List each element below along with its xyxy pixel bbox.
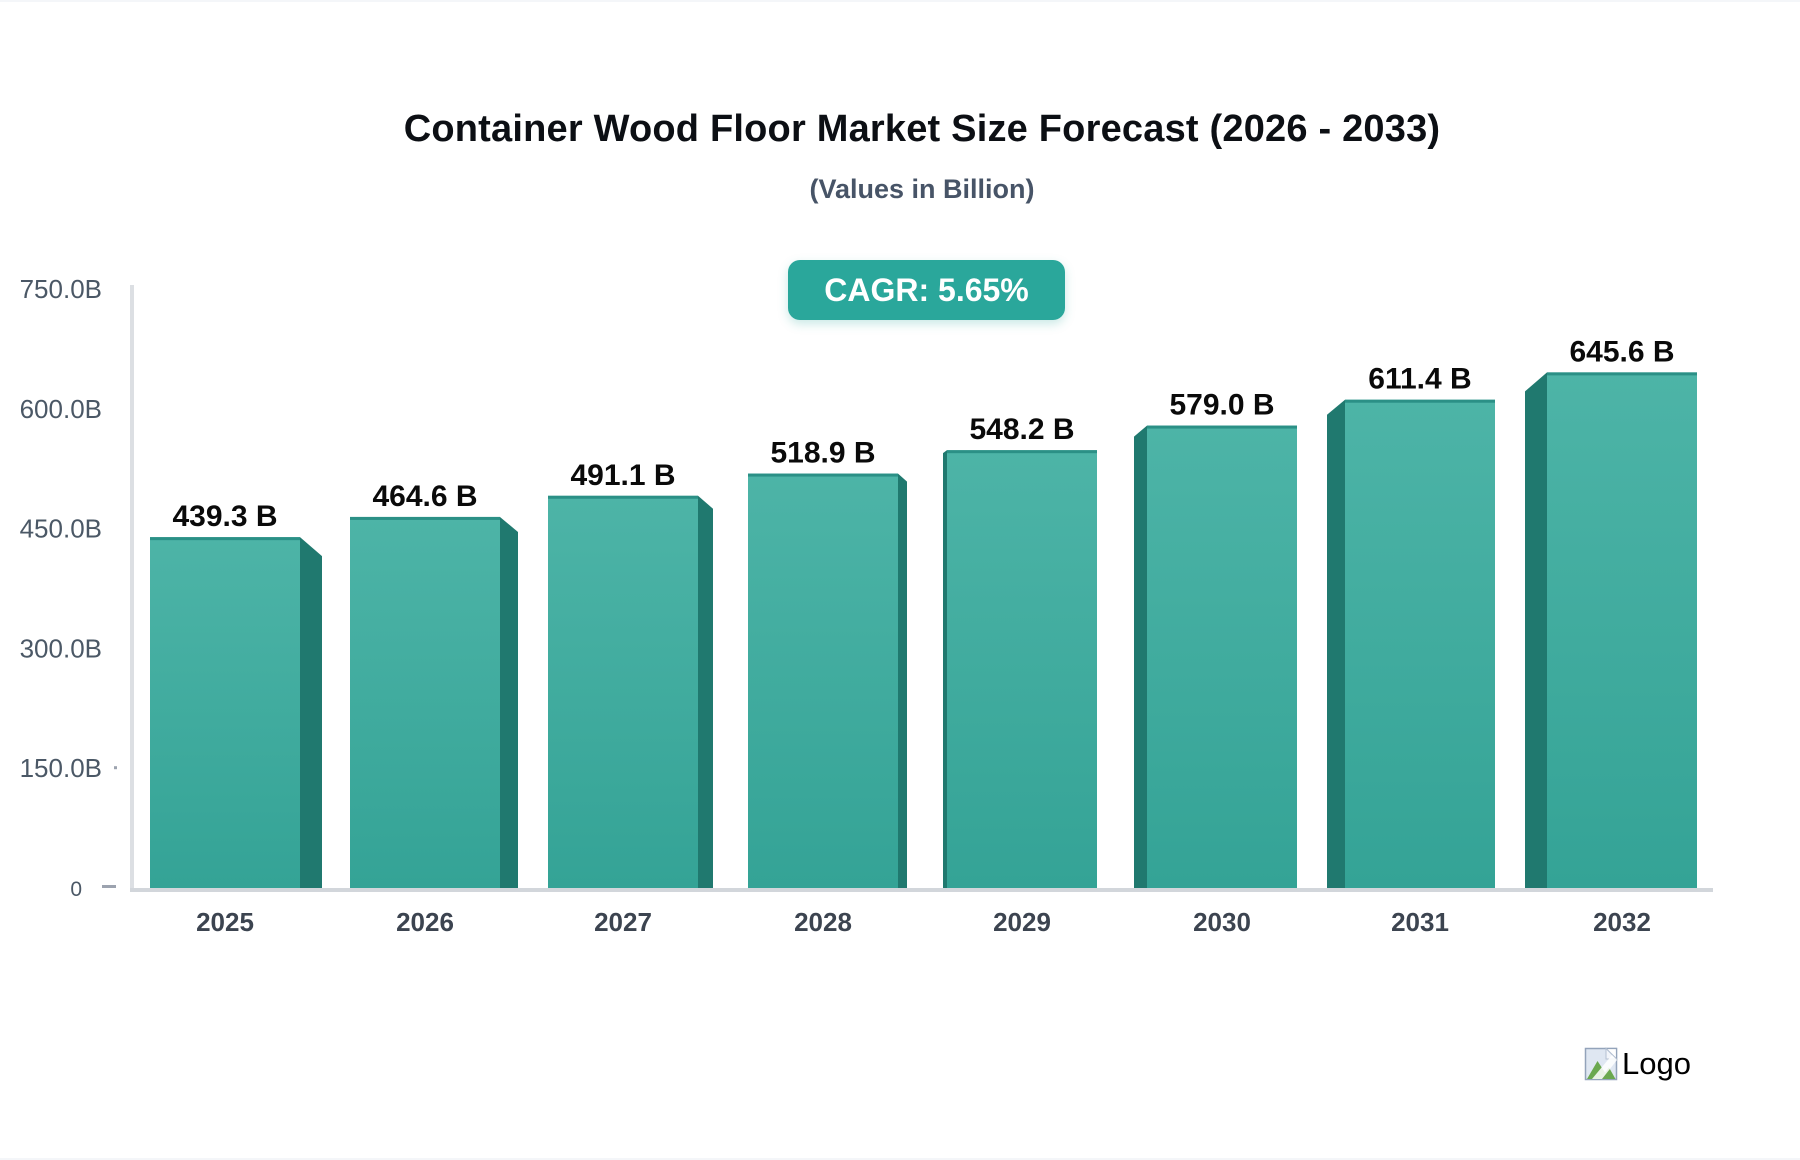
x-tick-label: 2029: [993, 907, 1051, 937]
x-tick-label: 2026: [396, 907, 454, 937]
y-tick-label: 600.0B: [20, 394, 102, 424]
bar-side-face: [698, 495, 713, 888]
y-tick-label: 0: [70, 878, 82, 901]
cagr-badge: CAGR: 5.65%: [788, 260, 1065, 320]
bar-front-face: [1345, 399, 1495, 888]
broken-image-icon: [1584, 1047, 1618, 1081]
bar-front-face: [947, 450, 1097, 888]
bar-front-face: [548, 495, 698, 888]
bar-top-edge: [748, 473, 898, 477]
bar-side-face: [1327, 399, 1345, 888]
bar-value-label: 645.6 B: [1569, 335, 1674, 368]
bar-value-label: 548.2 B: [969, 413, 1074, 446]
x-tick-label: 2031: [1391, 907, 1449, 937]
bar-2029: [943, 450, 1097, 888]
bar-top-edge: [150, 537, 300, 541]
y-tick-label: 450.0B: [20, 514, 102, 544]
bar-2027: [548, 495, 713, 888]
chart-subtitle: (Values in Billion): [809, 174, 1035, 204]
x-tick-label: 2025: [196, 907, 254, 937]
logo: Logo: [1584, 1042, 1691, 1086]
chart-title: Container Wood Floor Market Size Forecas…: [403, 108, 1441, 150]
x-tick-label: 2027: [594, 907, 652, 937]
logo-text: Logo: [1622, 1046, 1691, 1081]
bar-top-edge: [548, 495, 698, 499]
bar-side-face: [1134, 425, 1147, 888]
bar-front-face: [1547, 372, 1697, 888]
bar-front-face: [748, 473, 898, 888]
bar-top-edge: [350, 516, 500, 520]
bar-top-edge: [947, 450, 1097, 454]
bar-front-face: [350, 516, 500, 888]
bar-value-label: 579.0 B: [1169, 389, 1274, 422]
y-tick-label: 750.0B: [20, 274, 102, 304]
bar-2030: [1134, 425, 1297, 888]
bar-front-face: [150, 537, 300, 888]
bar-side-face: [500, 516, 518, 888]
x-tick-label: 2032: [1593, 907, 1651, 937]
y-tick-label: 300.0B: [20, 633, 102, 663]
y-tick-label: 150.0B: [20, 753, 102, 783]
bar-top-edge: [1147, 425, 1297, 429]
bar-value-label: 439.3 B: [172, 500, 277, 533]
x-tick-label: 2028: [794, 907, 852, 937]
bar-value-label: 464.6 B: [372, 480, 477, 513]
x-axis-line: [130, 888, 1713, 892]
bar-side-face: [1525, 372, 1547, 888]
bar-value-label: 518.9 B: [770, 437, 875, 470]
bar-value-label: 491.1 B: [570, 459, 675, 492]
bar-side-face: [300, 537, 322, 888]
bar-top-edge: [1547, 372, 1697, 376]
bar-2031: [1327, 399, 1495, 888]
bar-2025: [150, 537, 322, 888]
bar-2028: [748, 473, 907, 888]
bar-side-face: [943, 450, 947, 888]
bar-2032: [1525, 372, 1697, 888]
bar-side-face: [898, 473, 907, 888]
bar-value-label: 611.4 B: [1368, 363, 1471, 396]
bar-top-edge: [1345, 399, 1495, 403]
bar-front-face: [1147, 425, 1297, 888]
y-tick-dot: [114, 766, 117, 770]
y-tick-mark: [102, 885, 116, 888]
y-axis-line: [130, 285, 134, 892]
x-tick-label: 2030: [1193, 907, 1251, 937]
bar-2026: [350, 516, 518, 888]
